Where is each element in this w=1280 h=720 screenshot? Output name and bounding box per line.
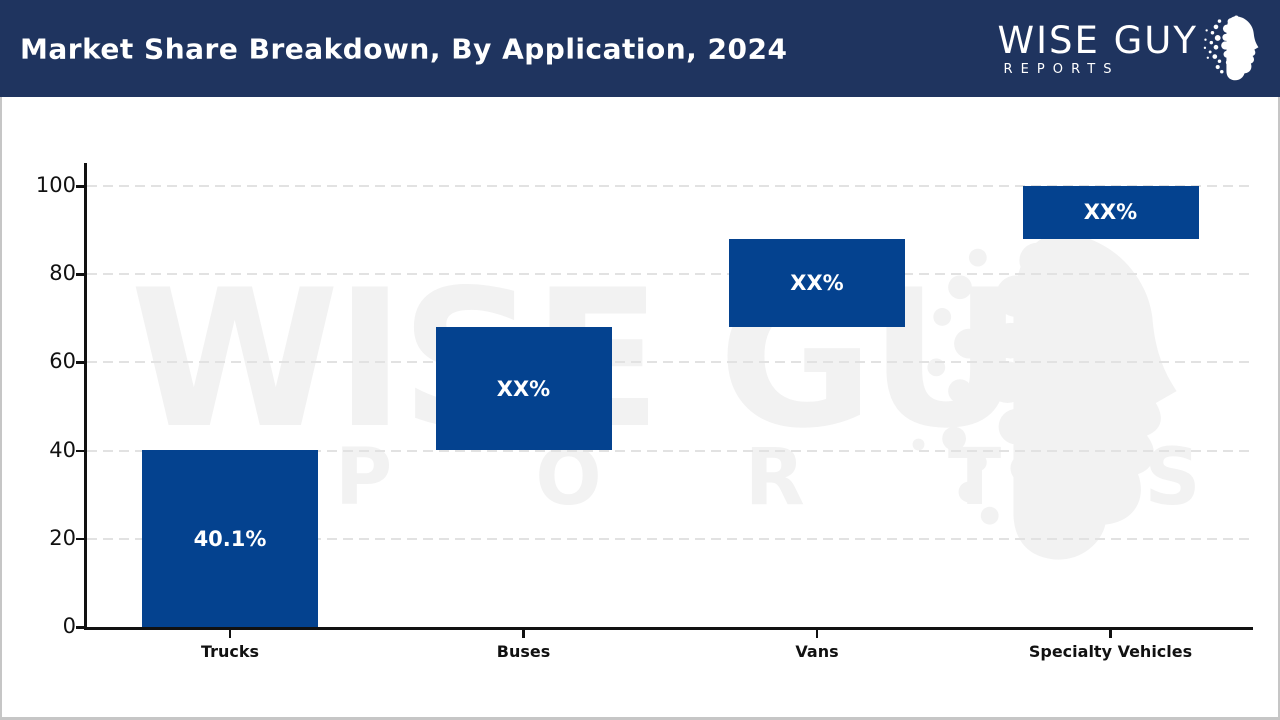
logo-subtitle: REPORTS bbox=[1003, 62, 1120, 78]
x-axis-spine bbox=[84, 627, 1253, 630]
x-tick-label: Buses bbox=[496, 642, 551, 661]
y-tick-mark bbox=[76, 273, 84, 276]
logo-wordmark: WISE GUY bbox=[997, 18, 1198, 62]
gridline-40 bbox=[87, 449, 1253, 452]
x-tick-label: Specialty Vehicles bbox=[1028, 642, 1193, 661]
bar-trucks: 40.1% bbox=[142, 450, 318, 627]
bar-value-label: 40.1% bbox=[193, 526, 267, 551]
y-tick-mark bbox=[76, 185, 84, 188]
y-axis-spine bbox=[84, 163, 87, 629]
y-tick-label: 60 bbox=[49, 349, 76, 374]
bar-value-label: XX% bbox=[496, 376, 551, 401]
header: Market Share Breakdown, By Application, … bbox=[0, 0, 1280, 97]
bar-value-label: XX% bbox=[790, 271, 844, 295]
y-tick-label: 40 bbox=[49, 437, 76, 462]
y-tick-label: 0 bbox=[62, 614, 76, 638]
gridline-60 bbox=[87, 361, 1253, 364]
x-tick-mark bbox=[1109, 629, 1112, 638]
y-tick-mark bbox=[76, 361, 84, 364]
y-tick-mark bbox=[76, 626, 84, 629]
x-tick-label: Vans bbox=[795, 642, 839, 661]
y-tick-label: 20 bbox=[49, 525, 76, 550]
wiseguy-logo: WISE GUY REPORTS bbox=[998, 8, 1266, 90]
watermark-head-icon bbox=[897, 229, 1177, 560]
chart-area: WISE GU P O R T S 0 20 40 60 80 100 40.1% Truck… bbox=[0, 97, 1280, 720]
page-title: Market Share Breakdown, By Application, … bbox=[20, 32, 788, 65]
y-tick-mark bbox=[76, 537, 84, 541]
x-tick-mark bbox=[228, 629, 232, 638]
bar-vans: XX% bbox=[729, 238, 905, 328]
logo-text: WISE GUY REPORTS bbox=[997, 18, 1198, 78]
y-tick-label: 80 bbox=[49, 261, 76, 286]
bar-buses: XX% bbox=[435, 327, 612, 451]
gridline-20 bbox=[87, 537, 1253, 540]
gridline-80 bbox=[87, 273, 1253, 276]
bar-specialty-vehicles: XX% bbox=[1022, 186, 1199, 239]
y-tick-mark bbox=[76, 449, 84, 453]
wiseguy-head-icon bbox=[1203, 15, 1259, 81]
x-tick-label: Trucks bbox=[200, 642, 260, 661]
x-tick-mark bbox=[522, 629, 525, 638]
y-tick-label: 100 bbox=[35, 173, 76, 197]
gridline-100 bbox=[87, 185, 1253, 187]
x-tick-mark bbox=[815, 629, 819, 638]
bar-value-label: XX% bbox=[1083, 200, 1138, 225]
